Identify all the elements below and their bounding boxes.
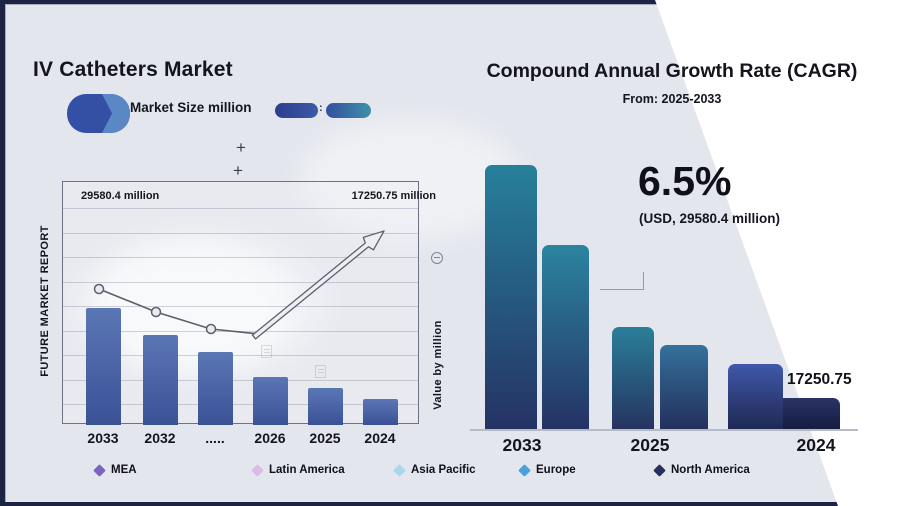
right-chart-subtitle: From: 2025-2033 — [622, 92, 722, 106]
axis-year-label: 2025 — [309, 430, 341, 446]
right-chart-baseline — [470, 429, 858, 431]
gridline — [63, 281, 418, 283]
gridline — [63, 404, 418, 405]
bar — [253, 377, 288, 425]
bar — [612, 326, 654, 430]
pill-icon-left — [275, 103, 318, 118]
future-market-report-label: FUTURE MARKET REPORT — [39, 225, 51, 377]
bar — [542, 244, 589, 430]
gridline — [63, 257, 418, 258]
frame-inner-border — [5, 4, 838, 502]
gridline — [63, 232, 418, 234]
pill-separator: : — [319, 102, 323, 114]
axis-year-label: ..... — [205, 430, 225, 446]
bar — [485, 165, 537, 430]
plus-mark: + — [236, 138, 246, 157]
cagr-note: (USD, 29580.4 million) — [639, 211, 781, 226]
axis-year-label: 2024 — [364, 430, 396, 446]
bar — [363, 399, 398, 425]
bar — [783, 398, 840, 430]
axis-year-label: 2026 — [254, 430, 286, 446]
legend-item: MEA — [93, 463, 137, 477]
background-blob — [300, 120, 520, 240]
legend-label: MEA — [111, 464, 137, 476]
legend-label: Asia Pacific — [411, 464, 476, 476]
circle-minus-icon — [431, 252, 443, 264]
bar — [728, 363, 783, 430]
bar — [660, 345, 708, 430]
gridline — [63, 355, 418, 356]
market-size-label: Market Size million — [130, 100, 252, 115]
axis-year-label: 2033 — [502, 435, 542, 455]
pill-icon-right — [326, 103, 371, 118]
legend-item: Europe — [518, 463, 576, 477]
legend-item: North America — [653, 463, 750, 477]
diamond-icon — [653, 463, 666, 477]
diamond-icon — [518, 463, 531, 477]
gridline — [63, 379, 418, 381]
bracket-decoration — [600, 272, 644, 290]
axis-year-label: 2024 — [796, 435, 836, 455]
diamond-icon — [93, 463, 106, 477]
cagr-value: 6.5% — [638, 158, 732, 204]
left-chart-title: IV Catheters Market — [33, 58, 233, 81]
legend-item: Asia Pacific — [393, 463, 476, 477]
legend-label: Latin America — [269, 464, 345, 476]
document-icon — [315, 365, 326, 378]
cylinder-highlight — [102, 94, 130, 133]
frame-strip-bottom — [0, 502, 838, 506]
axis-year-label: 2032 — [144, 430, 176, 446]
axis-year-label: 2025 — [630, 435, 670, 455]
document-icon — [261, 345, 272, 358]
gridline — [63, 306, 418, 307]
legend-item: Latin America — [251, 463, 345, 477]
legend-label: North America — [671, 464, 750, 476]
bar — [86, 308, 121, 425]
bar — [308, 387, 343, 425]
axis-year-label: 2033 — [87, 430, 119, 446]
diamond-icon — [251, 463, 264, 477]
value-by-million-label: Value by million — [432, 320, 444, 410]
diamond-icon — [393, 463, 406, 477]
market-size-cylinder-icon — [67, 94, 130, 133]
frame-strip-left — [0, 0, 5, 506]
data-label-2024: 17250.75 — [787, 371, 852, 388]
gridline — [63, 208, 418, 209]
bar — [198, 352, 233, 425]
legend-label: Europe — [536, 464, 576, 476]
plus-mark: + — [233, 161, 243, 180]
bar — [143, 334, 178, 425]
annotation-top-right: 17250.75 million — [351, 190, 436, 202]
frame-strip-top — [0, 0, 838, 4]
right-chart-title: Compound Annual Growth Rate (CAGR) — [486, 60, 858, 82]
annotation-top-left: 29580.4 million — [81, 190, 160, 202]
left-chart-panel: 29580.4 million 17250.75 million — [62, 181, 436, 425]
